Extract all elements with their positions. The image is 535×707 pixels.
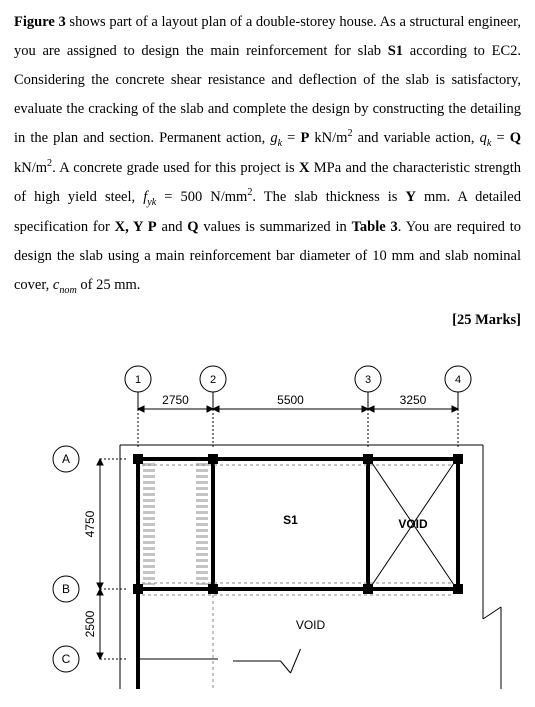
svg-text:2: 2 (209, 374, 215, 386)
marks-line: [25 Marks] (14, 312, 521, 329)
svg-text:VOID: VOID (295, 618, 325, 632)
svg-text:A: A (61, 452, 69, 466)
svg-text:C: C (61, 652, 70, 666)
svg-text:3: 3 (364, 374, 370, 386)
svg-text:VOID: VOID (398, 517, 428, 531)
problem-paragraph: Figure 3 shows part of a layout plan of … (14, 8, 521, 302)
layout-plan-diagram: 1 2 3 4 A B C 2750 5500 3250 4750 2500 S1 VOID VOID (14, 339, 521, 699)
svg-text:3250: 3250 (399, 393, 426, 407)
svg-text:4: 4 (454, 374, 460, 386)
svg-text:B: B (61, 582, 69, 596)
svg-text:S1: S1 (283, 513, 298, 527)
svg-text:4750: 4750 (83, 510, 97, 537)
svg-text:2500: 2500 (83, 610, 97, 637)
svg-text:1: 1 (134, 374, 140, 386)
svg-text:5500: 5500 (277, 393, 304, 407)
svg-text:2750: 2750 (162, 393, 189, 407)
